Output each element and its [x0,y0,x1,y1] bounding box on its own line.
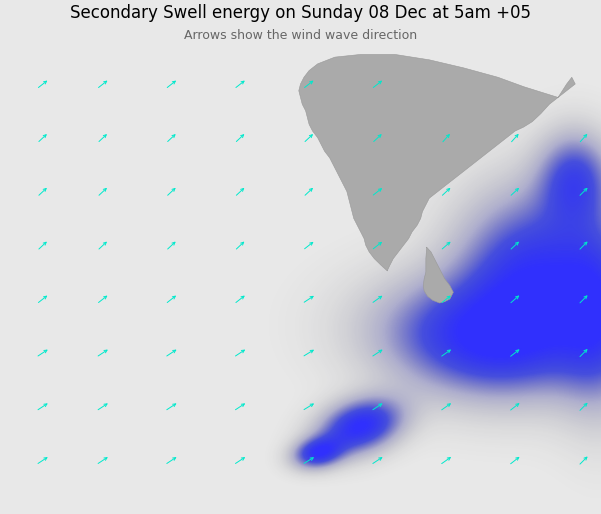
Text: Secondary Swell energy on Sunday 08 Dec at 5am +05: Secondary Swell energy on Sunday 08 Dec … [70,4,531,22]
Polygon shape [299,54,575,271]
Polygon shape [423,247,453,303]
Text: Arrows show the wind wave direction: Arrows show the wind wave direction [184,29,417,42]
